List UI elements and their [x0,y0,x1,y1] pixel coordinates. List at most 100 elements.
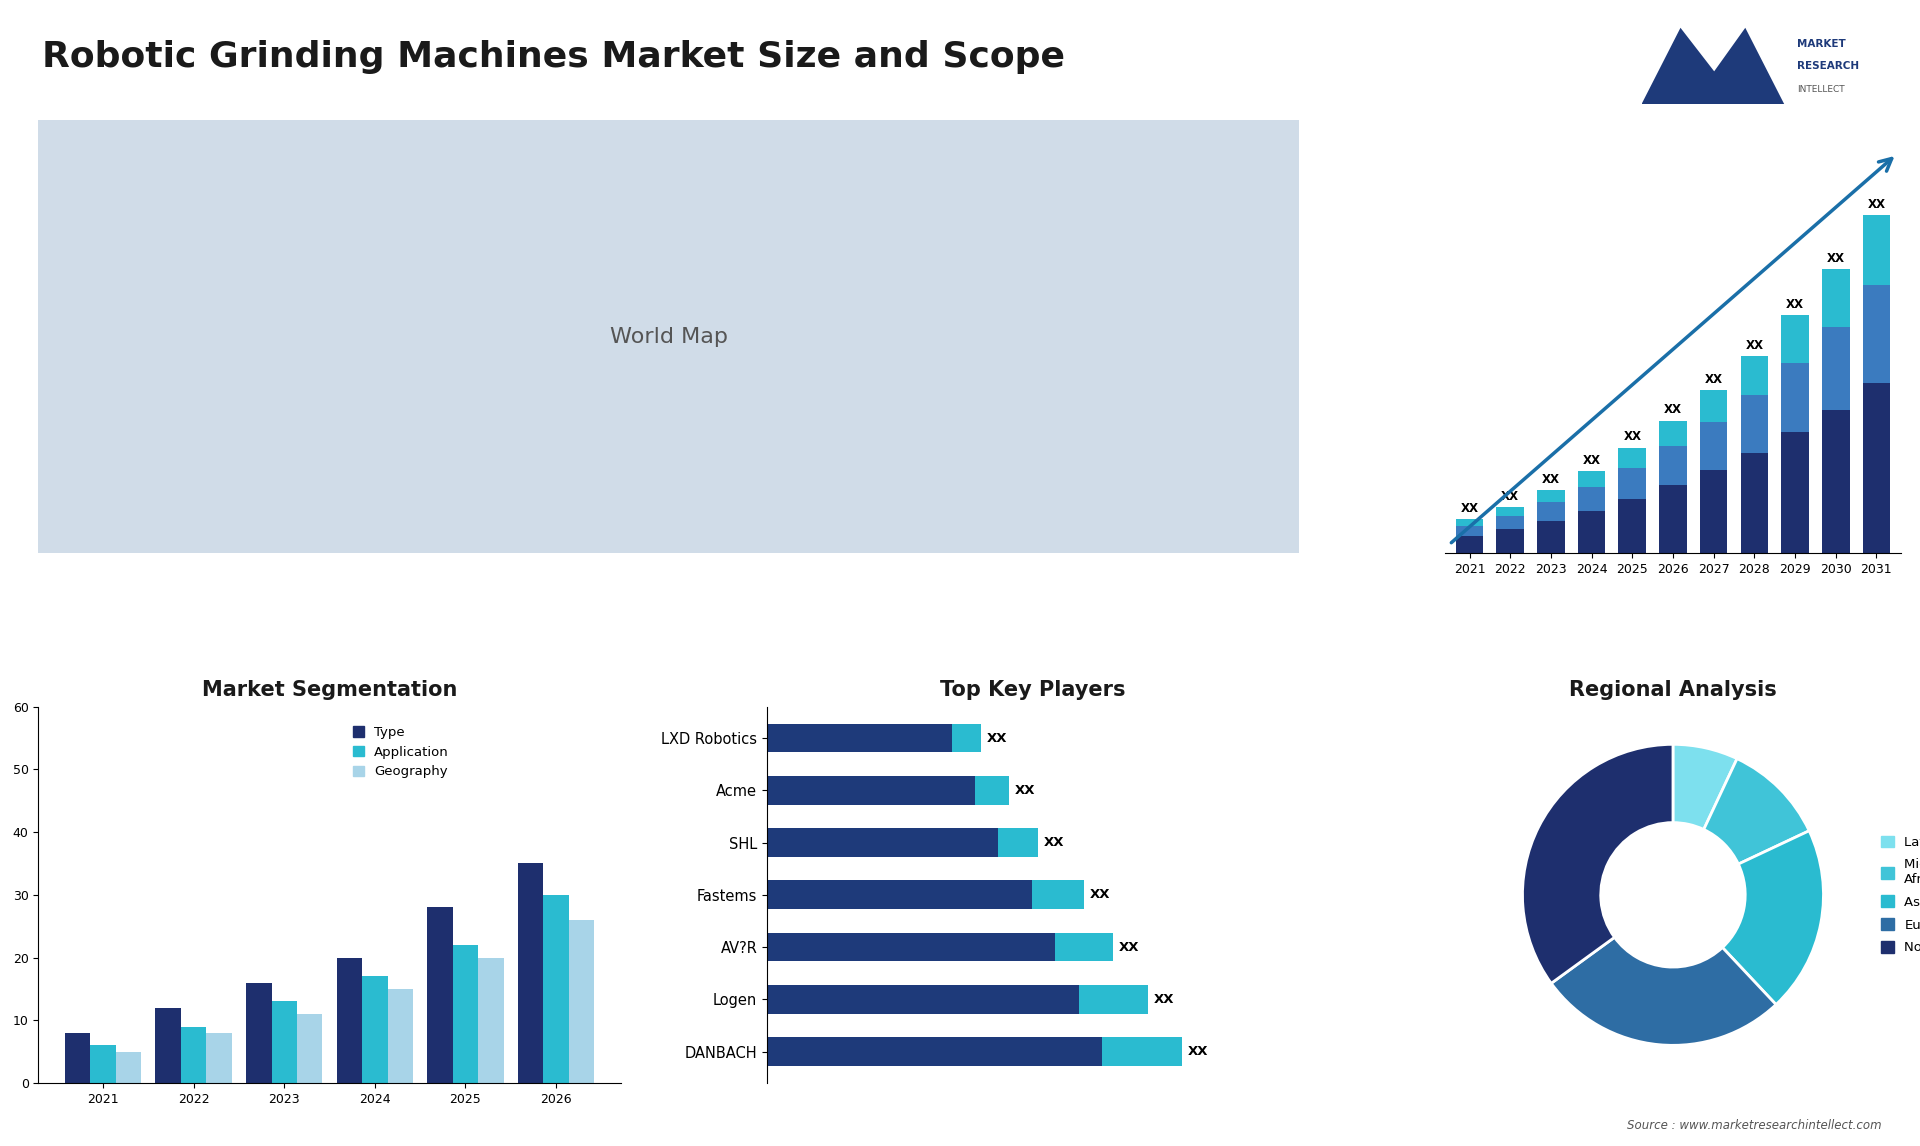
Text: XX: XX [1542,473,1559,486]
Bar [1619,468,1645,499]
Bar [768,880,1033,909]
Text: XX: XX [987,731,1006,745]
Text: XX: XX [1016,784,1035,796]
Wedge shape [1722,831,1824,1005]
Bar [1496,529,1524,554]
Bar [1699,422,1728,470]
Bar [298,1014,323,1083]
Wedge shape [1672,745,1738,830]
Bar [568,920,593,1083]
Bar [1538,520,1565,554]
Bar [1056,933,1114,961]
Bar [1822,410,1849,554]
FancyBboxPatch shape [0,0,1676,683]
Bar [543,895,568,1083]
Bar [1496,516,1524,529]
Text: XX: XX [1044,837,1064,849]
Bar [1578,511,1605,554]
Bar [952,724,981,753]
Bar [1619,499,1645,554]
Title: Market Segmentation: Market Segmentation [202,680,457,699]
Text: XX: XX [1786,298,1805,311]
Bar [1455,526,1484,536]
Text: Source : www.marketresearchintellect.com: Source : www.marketresearchintellect.com [1626,1120,1882,1132]
Text: XX: XX [1705,372,1722,386]
Polygon shape [1642,28,1784,104]
Bar [1741,395,1768,453]
Bar [768,1037,1102,1066]
Text: XX: XX [1188,1045,1210,1058]
Bar [1822,269,1849,327]
Bar [1699,390,1728,422]
Bar [768,933,1056,961]
Text: XX: XX [1091,888,1110,902]
Text: MARKET: MARKET [1797,39,1845,49]
Text: XX: XX [1154,992,1173,1006]
Bar [428,908,453,1083]
Legend: Type, Application, Geography: Type, Application, Geography [348,721,455,784]
Title: Top Key Players: Top Key Players [941,680,1125,699]
Bar [336,958,363,1083]
Bar [768,776,975,804]
Text: XX: XX [1826,252,1845,265]
Bar [1619,448,1645,468]
Bar [1538,502,1565,520]
Bar [1496,508,1524,516]
Title: Regional Analysis: Regional Analysis [1569,680,1776,699]
Bar [1782,363,1809,432]
Text: INTELLECT: INTELLECT [1797,85,1845,94]
Text: XX: XX [1582,454,1601,468]
Bar [246,982,271,1083]
Bar [1862,383,1889,554]
Text: XX: XX [1665,403,1682,416]
Bar [1538,490,1565,502]
Wedge shape [1523,745,1672,983]
Bar [1659,485,1688,554]
Bar [271,1002,298,1083]
Legend: Latin America, Middle East &
Africa, Asia Pacific, Europe, North America: Latin America, Middle East & Africa, Asi… [1876,830,1920,959]
Bar [205,1033,232,1083]
Bar [1578,471,1605,487]
Text: XX: XX [1501,489,1519,503]
Bar [115,1052,140,1083]
Bar [1578,487,1605,511]
Wedge shape [1703,759,1809,864]
Bar [1033,880,1085,909]
Bar [768,724,952,753]
Bar [1455,536,1484,554]
Text: XX: XX [1622,431,1642,444]
Bar [388,989,413,1083]
Text: World Map: World Map [609,327,728,347]
Text: XX: XX [1119,941,1139,953]
Bar [768,986,1079,1014]
Bar [998,829,1039,857]
Bar [1862,215,1889,284]
Bar [768,829,998,857]
Text: XX: XX [1745,339,1763,352]
Bar [90,1045,115,1083]
Bar [1782,432,1809,554]
Bar [1862,284,1889,383]
Bar [1782,315,1809,363]
Bar [180,1027,205,1083]
Bar [453,945,478,1083]
Bar [1822,327,1849,410]
Bar [1741,356,1768,395]
Text: XX: XX [1868,198,1885,211]
Bar [518,863,543,1083]
Bar [363,976,388,1083]
Wedge shape [1551,937,1776,1045]
Bar [1079,986,1148,1014]
Bar [1659,421,1688,446]
Bar [478,958,503,1083]
Bar [65,1033,90,1083]
Bar [1741,453,1768,554]
Bar [1659,446,1688,485]
Bar [1102,1037,1183,1066]
Text: Robotic Grinding Machines Market Size and Scope: Robotic Grinding Machines Market Size an… [42,40,1066,74]
Text: RESEARCH: RESEARCH [1797,61,1859,71]
Bar [156,1007,180,1083]
Text: XX: XX [1461,502,1478,515]
Bar [1455,519,1484,526]
Bar [1699,470,1728,554]
